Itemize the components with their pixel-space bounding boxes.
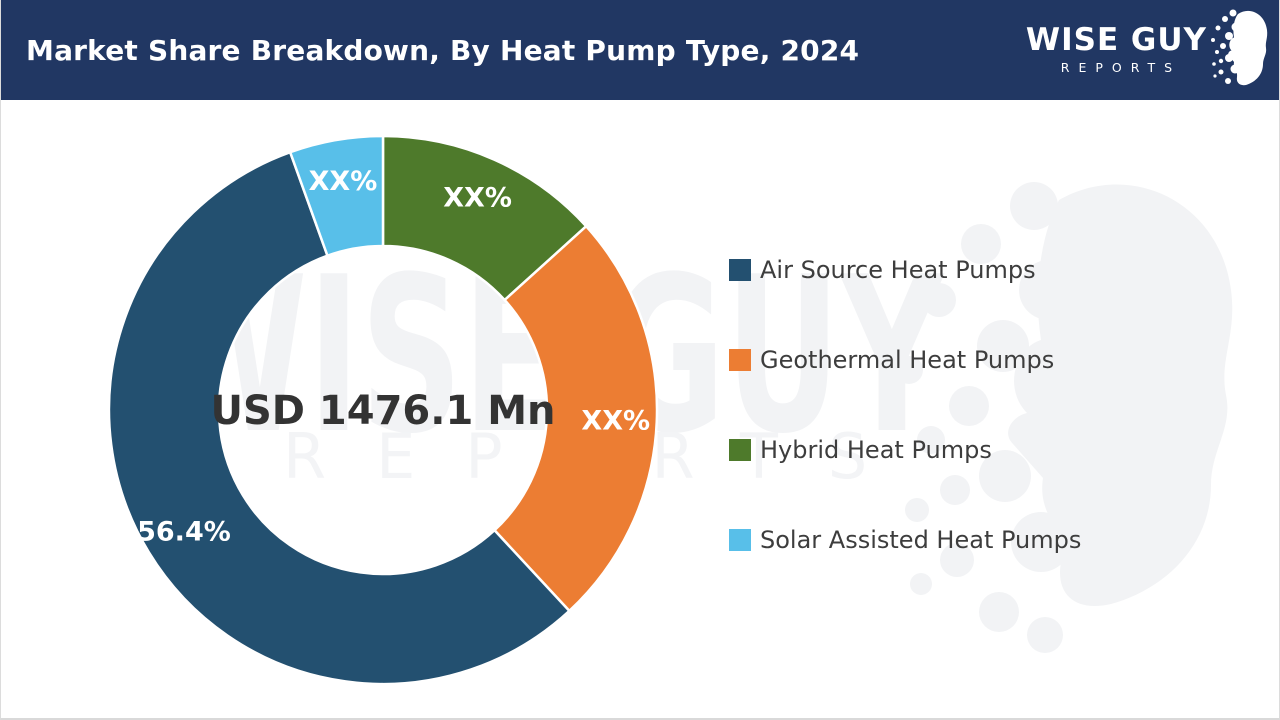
legend-item: Hybrid Heat Pumps <box>729 438 1081 462</box>
donut-chart: XX% XX% 56.4% XX% <box>107 134 659 686</box>
watermark-face <box>895 182 1233 653</box>
brand-logo: WISE GUY REPORTS <box>1026 6 1273 94</box>
legend-swatch <box>729 439 751 461</box>
segment-value-label: XX% <box>443 182 512 213</box>
legend-item: Air Source Heat Pumps <box>729 258 1081 282</box>
segment-value-label: XX% <box>581 406 650 437</box>
page-title: Market Share Breakdown, By Heat Pump Typ… <box>26 33 860 67</box>
donut-segment <box>107 150 571 686</box>
legend-label: Geothermal Heat Pumps <box>760 346 1055 374</box>
legend-swatch <box>729 349 751 371</box>
brand-name: WISE GUY <box>1025 22 1207 58</box>
segment-value-label: XX% <box>309 166 378 197</box>
header: Market Share Breakdown, By Heat Pump Typ… <box>1 0 1279 100</box>
donut-segment <box>288 134 385 257</box>
brand-subtitle: REPORTS <box>1060 60 1182 75</box>
legend-swatch <box>729 529 751 551</box>
segment-value-label: 56.4% <box>137 517 231 548</box>
legend-label: Solar Assisted Heat Pumps <box>760 526 1082 554</box>
legend-label: Air Source Heat Pumps <box>760 256 1036 284</box>
legend: Air Source Heat Pumps Geothermal Heat Pum… <box>729 258 1081 618</box>
chart-area: WISE GUY REPORTS XX%XX%56.4%XX% USD 1476… <box>1 100 1279 718</box>
legend-swatch <box>729 259 751 281</box>
donut-segment <box>493 224 659 613</box>
legend-item: Geothermal Heat Pumps <box>729 348 1081 372</box>
chart-center-value: USD 1476.1 Mn <box>210 388 556 434</box>
brand-face-icon <box>1211 9 1268 86</box>
legend-label: Hybrid Heat Pumps <box>760 436 992 464</box>
legend-item: Solar Assisted Heat Pumps <box>729 528 1081 552</box>
